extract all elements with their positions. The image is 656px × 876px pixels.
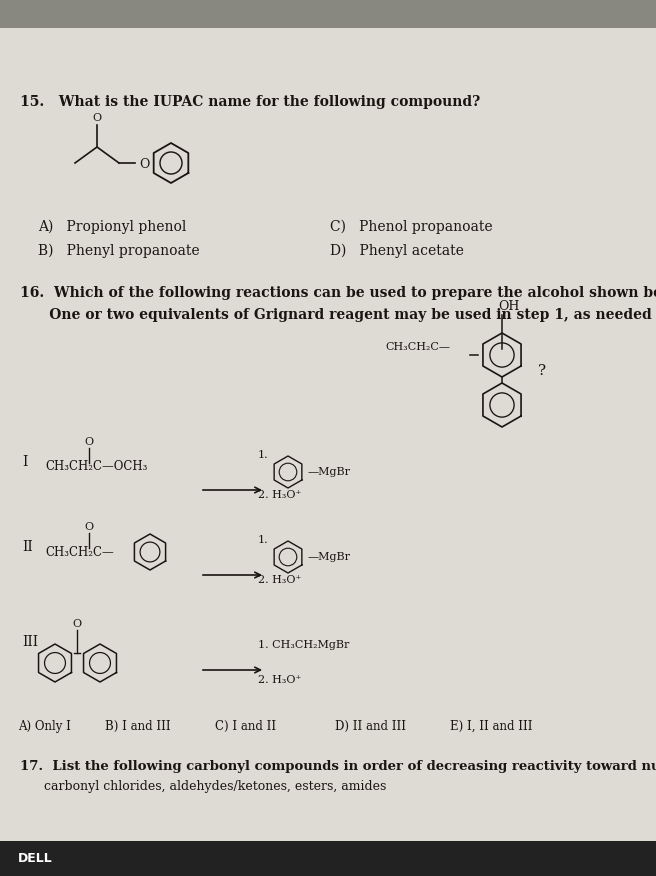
Text: 1. CH₃CH₂MgBr: 1. CH₃CH₂MgBr xyxy=(258,640,350,650)
Text: O: O xyxy=(139,158,150,171)
Text: II: II xyxy=(22,540,33,554)
Text: O: O xyxy=(92,113,102,123)
Text: 1.: 1. xyxy=(258,535,268,545)
Text: I: I xyxy=(22,455,28,469)
Text: 1.: 1. xyxy=(258,450,268,460)
Text: CH₃CH₂C—: CH₃CH₂C— xyxy=(45,546,113,559)
Text: DELL: DELL xyxy=(18,852,52,865)
Text: C)   Phenol propanoate: C) Phenol propanoate xyxy=(330,220,493,235)
Text: A)   Propionyl phenol: A) Propionyl phenol xyxy=(38,220,186,235)
Text: E) I, II and III: E) I, II and III xyxy=(450,720,533,733)
Text: —MgBr: —MgBr xyxy=(308,552,351,562)
Text: CH₃CH₂C—: CH₃CH₂C— xyxy=(385,342,450,352)
Text: 16.  Which of the following reactions can be used to prepare the alcohol shown b: 16. Which of the following reactions can… xyxy=(20,286,656,300)
Text: III: III xyxy=(22,635,38,649)
Text: 17.  List the following carbonyl compounds in order of decreasing reactivity tow: 17. List the following carbonyl compound… xyxy=(20,760,656,773)
Text: O: O xyxy=(85,522,94,532)
Text: ?: ? xyxy=(538,364,546,378)
Text: D)   Phenyl acetate: D) Phenyl acetate xyxy=(330,244,464,258)
Text: 2. H₃O⁺: 2. H₃O⁺ xyxy=(258,490,301,500)
Text: —MgBr: —MgBr xyxy=(308,467,351,477)
Text: OH: OH xyxy=(498,300,520,313)
Text: O: O xyxy=(72,619,81,629)
Text: 15.   What is the IUPAC name for the following compound?: 15. What is the IUPAC name for the follo… xyxy=(20,95,480,109)
Text: C) I and II: C) I and II xyxy=(215,720,276,733)
Text: 2. H₃O⁺: 2. H₃O⁺ xyxy=(258,675,301,685)
Bar xyxy=(0,0,656,28)
Text: CH₃CH₂C—OCH₃: CH₃CH₂C—OCH₃ xyxy=(45,461,148,474)
Text: O: O xyxy=(85,437,94,447)
Text: B)   Phenyl propanoate: B) Phenyl propanoate xyxy=(38,244,199,258)
Text: carbonyl chlorides, aldehydes/ketones, esters, amides: carbonyl chlorides, aldehydes/ketones, e… xyxy=(20,780,386,793)
Bar xyxy=(0,841,656,876)
Text: One or two equivalents of Grignard reagent may be used in step 1, as needed: One or two equivalents of Grignard reage… xyxy=(20,308,652,322)
Text: 2. H₃O⁺: 2. H₃O⁺ xyxy=(258,575,301,585)
Text: D) II and III: D) II and III xyxy=(335,720,406,733)
Text: B) I and III: B) I and III xyxy=(105,720,171,733)
Text: A) Only I: A) Only I xyxy=(18,720,71,733)
